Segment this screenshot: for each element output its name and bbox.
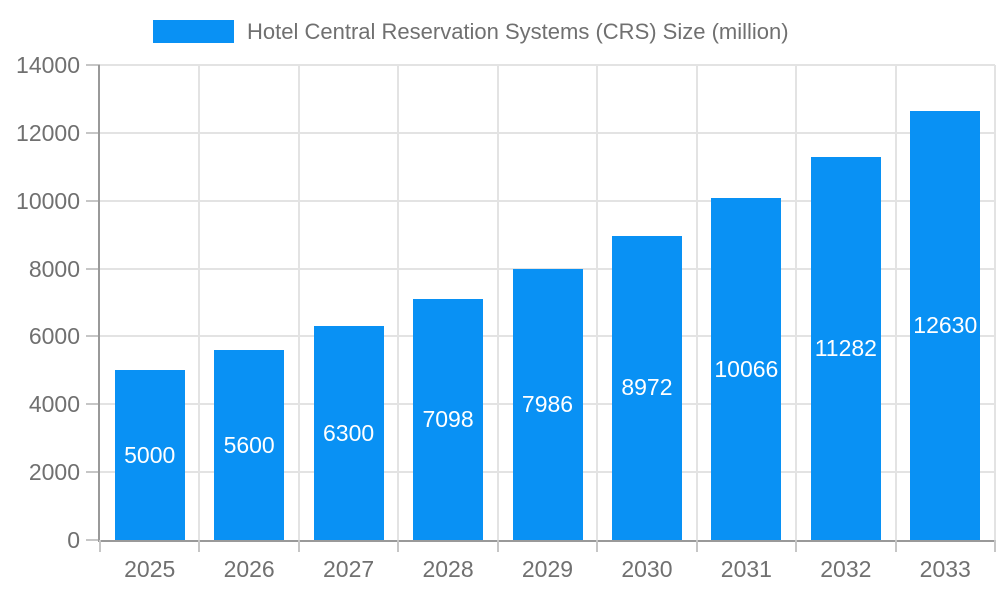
x-tick-label-2027: 2027 — [323, 556, 375, 582]
bar-2027[interactable]: 6300 — [313, 326, 384, 540]
x-tick-label-2033: 2033 — [919, 556, 971, 582]
y-tick-label-8000: 8000 — [28, 255, 80, 282]
y-axis-tick-10000 — [86, 199, 100, 202]
bar-2033[interactable]: 12630 — [910, 111, 981, 540]
bar-value-label-2026: 5600 — [223, 431, 275, 458]
gridline-vertical-8 — [894, 65, 897, 540]
x-tick-label-2029: 2029 — [521, 556, 574, 582]
bar-2029[interactable]: 7986 — [512, 269, 583, 540]
gridline-vertical-6 — [695, 65, 698, 540]
x-axis-tick-8 — [894, 540, 897, 552]
x-axis-tick-7 — [795, 540, 798, 552]
gridline-vertical-9 — [994, 65, 996, 540]
gridline-horizontal-12000 — [100, 131, 995, 134]
gridline-vertical-5 — [596, 65, 599, 540]
x-axis-tick-5 — [596, 540, 599, 552]
y-tick-label-10000: 10000 — [16, 187, 80, 214]
bar-2031[interactable]: 10066 — [711, 198, 782, 540]
bar-2025[interactable]: 5000 — [114, 370, 185, 540]
bar-value-label-2033: 12630 — [913, 312, 978, 339]
bar-value-label-2028: 7098 — [422, 406, 474, 433]
y-tick-label-14000: 14000 — [16, 52, 80, 78]
bar-value-label-2031: 10066 — [714, 355, 779, 382]
y-axis-tick-12000 — [86, 131, 100, 134]
y-axis-tick-0 — [86, 539, 100, 541]
y-axis-tick-6000 — [86, 335, 100, 338]
gridline-vertical-7 — [795, 65, 798, 540]
y-tick-label-2000: 2000 — [28, 459, 80, 486]
bar-2026[interactable]: 5600 — [214, 350, 285, 540]
bar-2030[interactable]: 8972 — [611, 235, 682, 540]
y-axis-ticks — [86, 64, 100, 541]
y-tick-label-6000: 6000 — [28, 323, 80, 350]
x-axis-tick-3 — [397, 540, 400, 552]
x-tick-label-2026: 2026 — [223, 556, 275, 582]
gridline-horizontal-10000 — [100, 199, 995, 202]
gridline-vertical-4 — [496, 65, 499, 540]
x-tick-label-2032: 2032 — [820, 556, 872, 582]
plot-area: 5000 5600 6300 7098 7986 8972 10066 11282 12630 — [98, 64, 996, 542]
gridline-vertical-2 — [297, 65, 300, 540]
gridline-horizontal-14000 — [100, 64, 995, 66]
gridline-vertical-3 — [397, 65, 400, 540]
y-axis-tick-8000 — [86, 267, 100, 270]
y-tick-label-12000: 12000 — [16, 119, 80, 146]
x-axis-labels: 2025 2026 2027 2028 2029 2030 2031 2032 2033 — [100, 553, 995, 587]
x-tick-label-2028: 2028 — [422, 556, 474, 582]
y-tick-label-4000: 4000 — [28, 391, 80, 418]
y-axis-tick-2000 — [86, 471, 100, 474]
gridline-vertical-1 — [198, 65, 201, 540]
bar-value-label-2025: 5000 — [124, 441, 176, 468]
legend-item[interactable]: Hotel Central Reservation Systems (CRS) … — [153, 20, 789, 43]
bar-value-label-2032: 11282 — [814, 335, 877, 362]
bar-value-label-2030: 8972 — [621, 374, 673, 401]
y-axis-tick-14000 — [86, 64, 100, 66]
x-axis-tick-6 — [695, 540, 698, 552]
x-axis-ticks — [99, 540, 996, 552]
bar-2028[interactable]: 7098 — [413, 299, 484, 540]
y-axis-labels: 0 2000 4000 6000 8000 10000 12000 14000 — [0, 52, 80, 553]
x-axis-tick-4 — [496, 540, 499, 552]
x-tick-label-2030: 2030 — [621, 556, 673, 582]
legend-swatch — [153, 20, 234, 43]
x-axis-tick-0 — [99, 540, 101, 552]
x-axis-tick-2 — [297, 540, 300, 552]
y-tick-label-0: 0 — [67, 527, 80, 553]
legend-label: Hotel Central Reservation Systems (CRS) … — [247, 19, 789, 44]
gridline-horizontal-8000 — [100, 267, 995, 270]
x-tick-label-2031: 2031 — [720, 556, 772, 582]
x-axis-tick-9 — [994, 540, 996, 552]
bar-value-label-2027: 6300 — [323, 419, 375, 446]
bar-value-label-2029: 7986 — [521, 391, 574, 418]
y-axis-tick-4000 — [86, 403, 100, 406]
x-axis-tick-1 — [198, 540, 201, 552]
bar-2032[interactable]: 11282 — [810, 157, 881, 540]
x-tick-label-2025: 2025 — [124, 556, 176, 582]
